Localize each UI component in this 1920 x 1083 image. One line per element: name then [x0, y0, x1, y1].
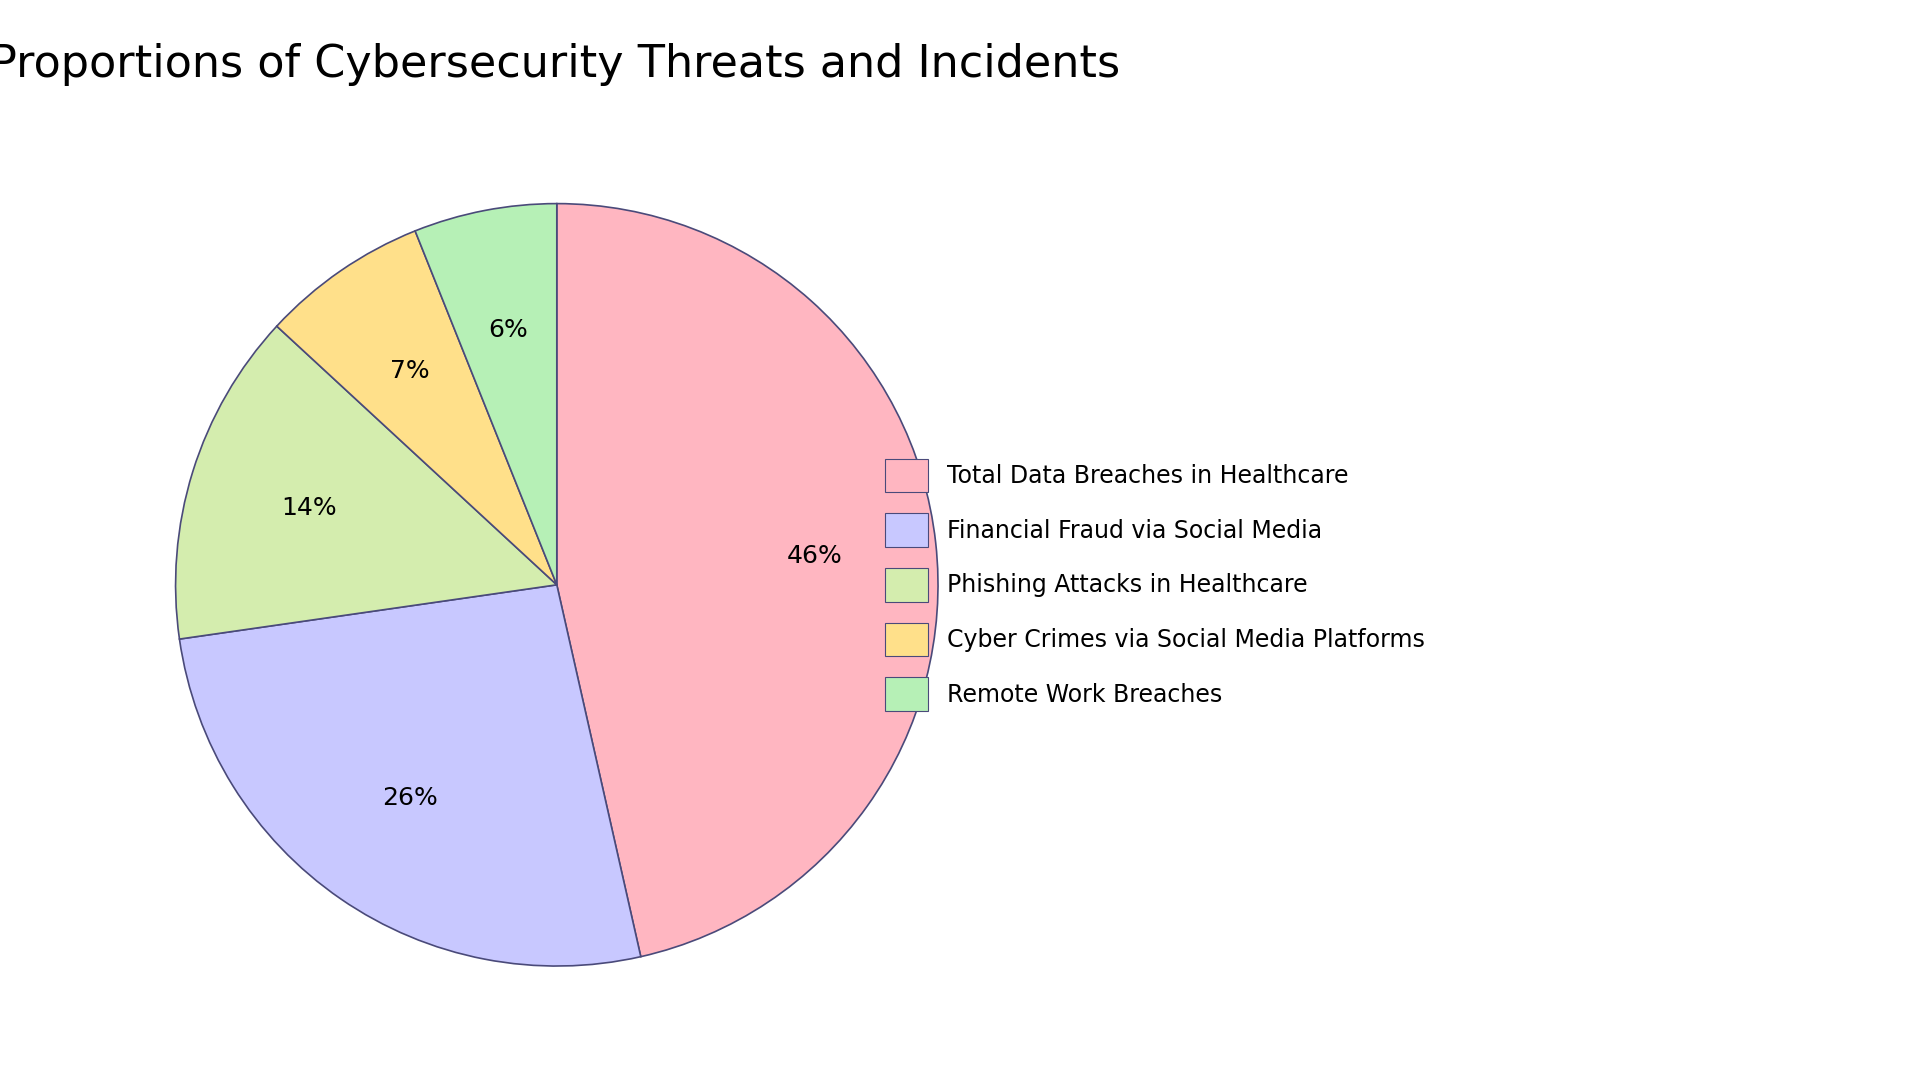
Text: 6%: 6%	[488, 318, 528, 342]
Wedge shape	[557, 204, 939, 956]
Text: 46%: 46%	[787, 544, 843, 569]
Text: 14%: 14%	[282, 496, 338, 520]
Wedge shape	[415, 204, 557, 585]
Legend: Total Data Breaches in Healthcare, Financial Fraud via Social Media, Phishing At: Total Data Breaches in Healthcare, Finan…	[874, 447, 1436, 722]
Wedge shape	[179, 585, 641, 966]
Text: 7%: 7%	[390, 360, 430, 383]
Wedge shape	[276, 231, 557, 585]
Text: Proportions of Cybersecurity Threats and Incidents: Proportions of Cybersecurity Threats and…	[0, 43, 1121, 87]
Wedge shape	[175, 326, 557, 639]
Text: 26%: 26%	[382, 786, 438, 810]
